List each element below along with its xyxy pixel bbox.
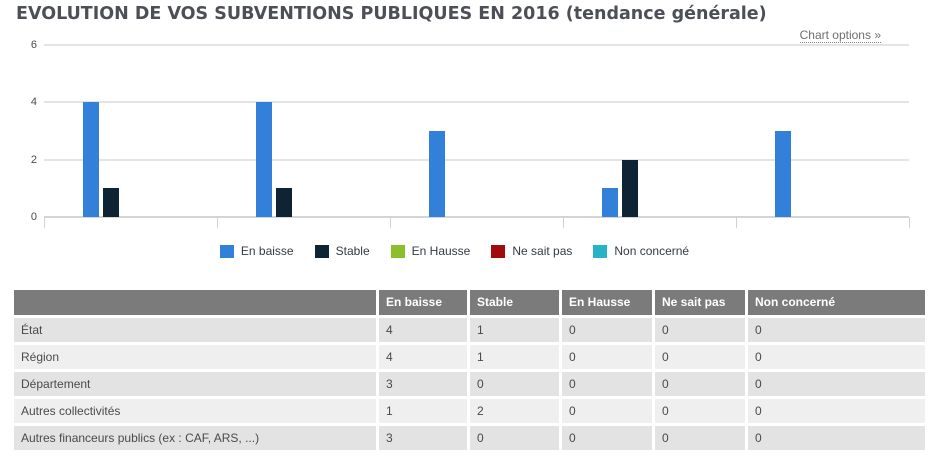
legend-swatch-icon xyxy=(491,244,506,258)
legend-swatch-icon xyxy=(314,244,329,258)
legend-item-en-baisse: En baisse xyxy=(219,244,294,258)
value-cell: 0 xyxy=(562,318,652,342)
value-cell: 0 xyxy=(562,372,652,396)
table-header-cell-empty xyxy=(14,290,376,315)
table-header-cell: En Hausse xyxy=(562,290,652,315)
value-cell: 1 xyxy=(470,318,559,342)
x-axis-tick-4 xyxy=(736,217,737,228)
table-row: Département 3 0 0 0 0 xyxy=(14,372,925,396)
value-cell: 4 xyxy=(379,345,467,369)
value-cell: 3 xyxy=(379,372,467,396)
bar-en-baisse-cat2 xyxy=(428,131,445,217)
bar-chart: 6 4 2 0 En baisse Stable En Hausse Ne sait pas… xyxy=(0,39,910,259)
value-cell: 0 xyxy=(748,399,925,423)
value-cell: 0 xyxy=(748,426,925,450)
gridline-y6 xyxy=(44,44,909,46)
table-header-row: En baisse Stable En Hausse Ne sait pas Non c… xyxy=(14,290,925,315)
bar-en-baisse-cat3 xyxy=(601,188,618,217)
value-cell: 0 xyxy=(562,345,652,369)
value-cell: 0 xyxy=(748,345,925,369)
legend-label: Stable xyxy=(335,244,370,258)
legend-label: Non concerné xyxy=(614,244,690,258)
row-label-cell: Région xyxy=(14,345,376,369)
value-cell: 0 xyxy=(655,426,745,450)
y-axis-label-2: 2 xyxy=(30,153,37,166)
value-cell: 0 xyxy=(748,372,925,396)
x-axis-tick-0 xyxy=(44,217,45,228)
table-row: Autres financeurs publics (ex : CAF, ARS… xyxy=(14,426,925,450)
y-axis-label-6: 6 xyxy=(30,39,37,51)
value-cell: 0 xyxy=(470,372,559,396)
legend-item-non-concerné: Non concerné xyxy=(593,244,689,258)
y-axis-label-4: 4 xyxy=(30,96,37,109)
data-table: En baisse Stable En Hausse Ne sait pas Non c… xyxy=(14,290,925,453)
legend-label: Ne sait pas xyxy=(512,244,573,258)
chart-legend: En baisse Stable En Hausse Ne sait pas Non c… xyxy=(0,243,909,259)
table-header-cell: Stable xyxy=(470,290,559,315)
x-axis-tick-1 xyxy=(217,217,218,228)
bar-en-baisse-cat4 xyxy=(774,131,791,217)
value-cell: 0 xyxy=(562,426,652,450)
value-cell: 1 xyxy=(470,345,559,369)
value-cell: 0 xyxy=(655,318,745,342)
value-cell: 0 xyxy=(655,399,745,423)
page-title: EVOLUTION DE VOS SUBVENTIONS PUBLIQUES E… xyxy=(16,4,767,24)
chart-options-link[interactable]: Chart options » xyxy=(799,28,881,43)
legend-item-en-hausse: En Hausse xyxy=(390,244,471,258)
value-cell: 0 xyxy=(748,318,925,342)
table-row: État 4 1 0 0 0 xyxy=(14,318,925,342)
x-axis-tick-2 xyxy=(390,217,391,228)
bar-stable-cat1 xyxy=(275,188,292,217)
legend-label: En Hausse xyxy=(411,244,471,258)
row-label-cell: Autres collectivités xyxy=(14,399,376,423)
bar-en-baisse-cat1 xyxy=(255,102,272,217)
table-header-cell: Non concerné xyxy=(748,290,925,315)
chart-plot-area xyxy=(44,44,909,218)
table-row: Autres collectivités 1 2 0 0 0 xyxy=(14,399,925,423)
value-cell: 0 xyxy=(562,399,652,423)
value-cell: 0 xyxy=(470,426,559,450)
bar-en-baisse-cat0 xyxy=(82,102,99,217)
row-label-cell: État xyxy=(14,318,376,342)
table-row: Région 4 1 0 0 0 xyxy=(14,345,925,369)
row-label-cell: Autres financeurs publics (ex : CAF, ARS… xyxy=(14,426,376,450)
gridline-y0 xyxy=(44,216,909,218)
value-cell: 2 xyxy=(470,399,559,423)
table-header-cell: Ne sait pas xyxy=(655,290,745,315)
legend-swatch-icon xyxy=(219,244,234,258)
value-cell: 4 xyxy=(379,318,467,342)
gridline-y4 xyxy=(44,101,909,104)
value-cell: 0 xyxy=(655,345,745,369)
bar-stable-cat0 xyxy=(102,188,119,217)
legend-item-stable: Stable xyxy=(314,244,370,258)
bar-stable-cat3 xyxy=(621,159,638,217)
legend-swatch-icon xyxy=(593,244,608,258)
value-cell: 1 xyxy=(379,399,467,423)
row-label-cell: Département xyxy=(14,372,376,396)
legend-item-ne-sait-pas: Ne sait pas xyxy=(491,244,572,258)
y-axis-label-0: 0 xyxy=(30,211,37,223)
legend-swatch-icon xyxy=(390,244,405,258)
value-cell: 3 xyxy=(379,426,467,450)
legend-label: En baisse xyxy=(240,244,294,258)
gridline-y2 xyxy=(44,158,909,161)
x-axis-tick-3 xyxy=(563,217,564,228)
value-cell: 0 xyxy=(655,372,745,396)
table-header-cell: En baisse xyxy=(379,290,467,315)
x-axis-tick-5 xyxy=(909,217,910,228)
